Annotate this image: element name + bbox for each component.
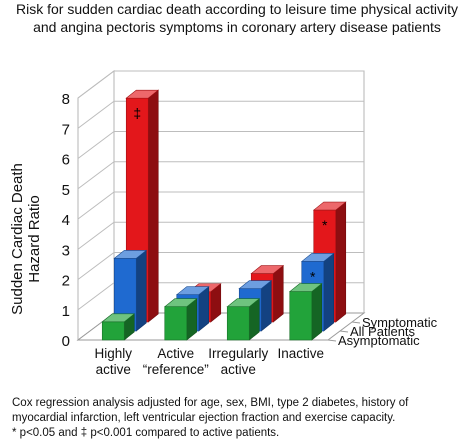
series-tick <box>351 321 361 324</box>
y-tick-label: 1 <box>62 303 70 320</box>
gridline <box>77 252 364 280</box>
x-tick-label: Irregularly <box>208 346 268 361</box>
y-tick-label: 0 <box>62 333 70 350</box>
bar-annotation: * <box>322 217 328 233</box>
bar-side <box>260 280 272 332</box>
y-axis-label: Sudden Cardiac Death <box>9 163 26 315</box>
bar-side <box>147 89 159 323</box>
x-tick-label: “reference” <box>143 362 209 377</box>
bar-top <box>312 201 347 211</box>
bar-chart-3d: 0 1 2 3 4 5 6 7 8 Sudden Cardiac Death Hazard Rati… <box>9 70 438 377</box>
bar-side <box>323 252 335 332</box>
y-tick-label: 6 <box>62 152 70 169</box>
bar-annotation: ‡ <box>133 105 141 121</box>
y-tick-label: 7 <box>62 121 70 138</box>
bar-top <box>175 286 210 295</box>
bar-side <box>335 201 347 323</box>
y-tick-label: 3 <box>62 242 70 259</box>
gridline <box>77 131 364 159</box>
bar-top <box>288 283 323 292</box>
footnote: Cox regression analysis adjusted for age… <box>12 396 472 441</box>
gridline <box>77 161 364 190</box>
y-axis-label: Hazard Ratio <box>26 195 43 283</box>
chart-title-line: Risk for sudden cardiac death according … <box>16 1 458 17</box>
y-tick-label: 2 <box>62 273 70 290</box>
bar-annotation: * <box>310 268 316 284</box>
bar-top <box>113 250 148 259</box>
x-tick-label: active <box>221 362 256 377</box>
footnote-line: myocardial infarction, left ventricular … <box>12 412 396 424</box>
bar <box>164 306 188 341</box>
series-label: Symptomatic <box>362 315 438 330</box>
bar-top <box>238 280 273 289</box>
bar-side <box>311 282 323 341</box>
y-tick-label: 8 <box>62 91 70 108</box>
chart-title-line: and angina pectoris symptoms in coronary… <box>33 19 441 35</box>
bar-top <box>300 253 335 262</box>
series-label: Asymptomatic <box>338 333 420 348</box>
bar <box>226 306 250 341</box>
gridline <box>77 221 364 250</box>
bar-side <box>272 264 284 323</box>
x-tick-label: active <box>96 362 131 377</box>
bar-side <box>135 249 147 332</box>
series-tick <box>339 330 349 333</box>
gridline <box>77 100 364 129</box>
bar <box>289 291 313 341</box>
x-tick-label: Active <box>157 346 194 361</box>
bar-top <box>250 265 285 274</box>
x-tick-label: Highly <box>94 346 132 361</box>
bar <box>101 321 125 341</box>
series-label: All Patients <box>350 324 416 339</box>
bar-top <box>101 313 136 323</box>
footnote-line: Cox regression analysis adjusted for age… <box>12 397 409 409</box>
gridline <box>77 191 364 220</box>
chart-title: Risk for sudden cardiac death according … <box>0 0 474 36</box>
footnote-line: * p<0.05 and ‡ p<0.001 compared to activ… <box>12 427 280 439</box>
x-tick-label: Inactive <box>277 346 324 361</box>
series-tick <box>327 339 337 342</box>
gridline <box>77 70 364 99</box>
y-tick-label: 4 <box>62 212 70 229</box>
bar-top <box>125 89 160 99</box>
y-tick-label: 5 <box>62 182 70 199</box>
bar-top <box>226 298 261 308</box>
bar-top <box>163 298 198 308</box>
